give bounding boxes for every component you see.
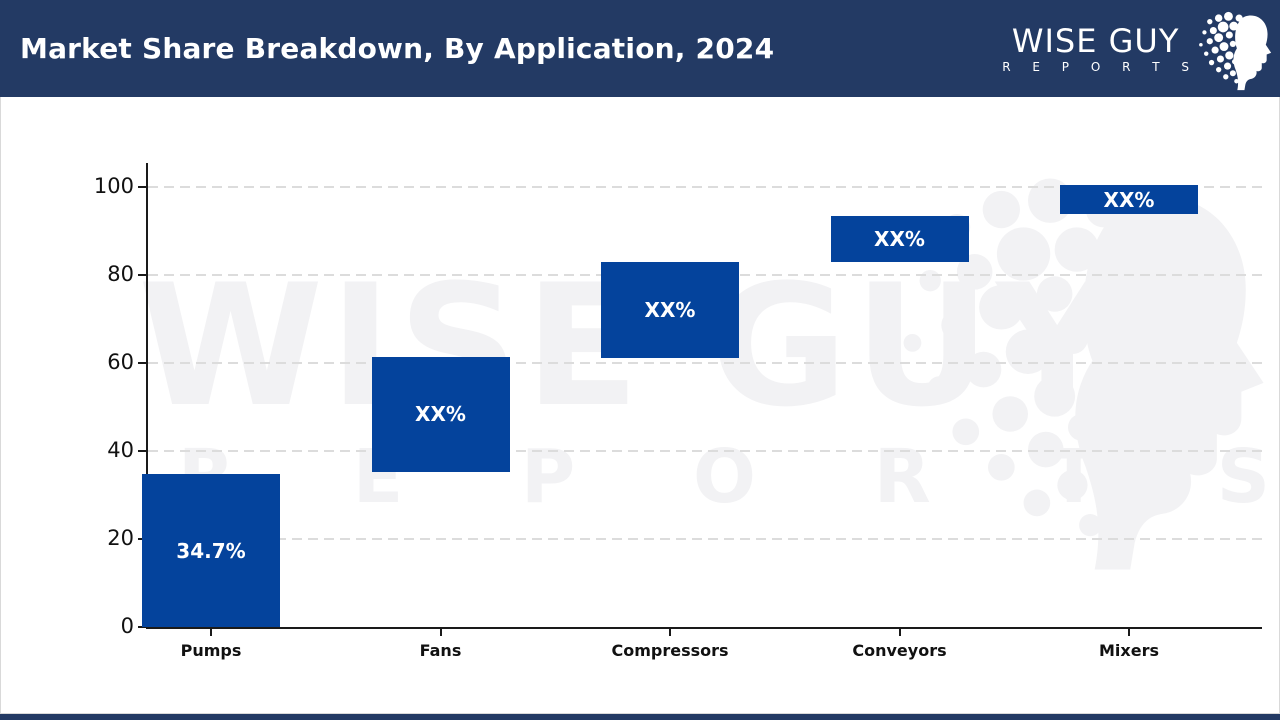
- bar-value-label-mixers: XX%: [1103, 187, 1155, 212]
- y-tick-0: [138, 626, 146, 628]
- x-axis-line: [146, 627, 1262, 629]
- y-tick-label-0: 0: [120, 614, 134, 638]
- y-tick-40: [138, 450, 146, 452]
- bar-conveyors: XX%: [830, 216, 969, 263]
- gridline-y60: [148, 362, 1262, 364]
- y-axis-line: [146, 163, 148, 629]
- logo-reports-text: R E P O R T S: [1002, 59, 1198, 74]
- bar-compressors: XX%: [601, 261, 739, 359]
- y-tick-60: [138, 362, 146, 364]
- bar-fans: XX%: [371, 356, 510, 473]
- gridline-y40: [148, 450, 1262, 452]
- y-tick-label-80: 80: [107, 262, 134, 286]
- x-tick-conveyors: [898, 629, 901, 636]
- y-tick-label-60: 60: [107, 350, 134, 374]
- logo-face-dots-icon: [1199, 11, 1272, 90]
- y-tick-label-20: 20: [107, 526, 134, 550]
- bar-mixers: XX%: [1060, 185, 1198, 215]
- logo-text: WISE GUY R E P O R T S: [993, 24, 1198, 74]
- gridline-y100: [148, 186, 1262, 188]
- x-tick-label-fans: Fans: [419, 641, 462, 660]
- x-tick-label-compressors: Compressors: [611, 641, 729, 660]
- bar-value-label-compressors: XX%: [644, 297, 696, 322]
- x-tick-compressors: [669, 629, 671, 636]
- y-tick-100: [138, 186, 146, 188]
- x-tick-mixers: [1128, 629, 1130, 636]
- x-tick-label-mixers: Mixers: [1099, 641, 1159, 660]
- gridline-y20: [148, 538, 1262, 540]
- y-tick-80: [138, 274, 146, 276]
- footer-bar: [0, 714, 1280, 720]
- bar-value-label-conveyors: XX%: [874, 227, 925, 252]
- y-tick-label-100: 100: [93, 174, 134, 198]
- wise-guy-reports-logo: WISE GUY R E P O R T S: [993, 0, 1272, 97]
- x-tick-pumps: [210, 629, 212, 636]
- bar-value-label-fans: XX%: [415, 402, 466, 427]
- x-tick-label-conveyors: Conveyors: [852, 641, 947, 660]
- page-title: Market Share Breakdown, By Application, …: [20, 32, 775, 65]
- header-bar: Market Share Breakdown, By Application, …: [0, 0, 1280, 97]
- bar-value-label-pumps: 34.7%: [176, 538, 246, 563]
- x-tick-fans: [439, 629, 442, 636]
- bar-pumps: 34.7%: [142, 474, 280, 627]
- y-tick-label-40: 40: [107, 438, 134, 462]
- logo-wiseguy-text: WISE GUY: [1011, 21, 1180, 60]
- x-tick-label-pumps: Pumps: [180, 641, 242, 660]
